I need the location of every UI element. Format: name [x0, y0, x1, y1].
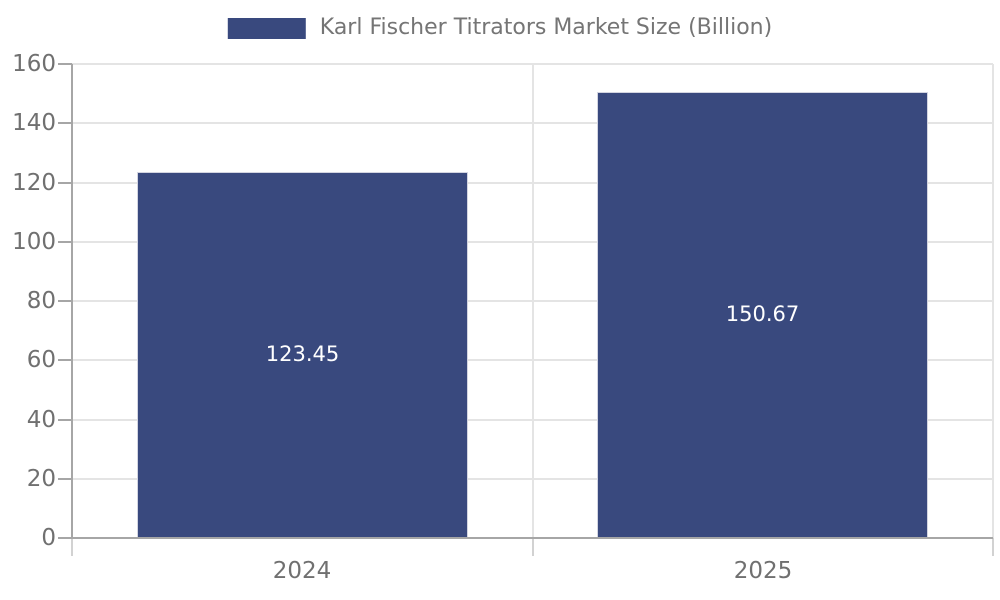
bar-value-label: 123.45	[265, 342, 340, 366]
legend-label: Karl Fischer Titrators Market Size (Bill…	[319, 15, 773, 40]
y-tick-mark	[58, 122, 72, 125]
y-tick-mark	[58, 240, 72, 243]
x-axis-line	[58, 537, 993, 539]
bar-2025	[597, 91, 928, 538]
gridline-v	[992, 64, 994, 538]
bar-2024	[137, 172, 468, 538]
y-tick-label: 80	[26, 288, 56, 314]
y-tick-mark	[58, 181, 72, 184]
y-tick-mark	[58, 477, 72, 480]
y-tick-label: 60	[26, 347, 56, 374]
y-tick-label: 0	[41, 525, 56, 551]
y-tick-label: 20	[26, 465, 56, 492]
y-axis-line	[71, 64, 73, 538]
x-tick-mark	[992, 538, 994, 556]
y-tick-label: 40	[26, 406, 56, 433]
y-tick-mark	[58, 300, 72, 302]
legend: Karl Fischer Titrators Market Size (Bill…	[227, 15, 773, 40]
legend-swatch	[227, 17, 306, 39]
y-tick-label: 100	[12, 228, 56, 255]
y-tick-mark	[58, 359, 72, 362]
x-tick-mark	[71, 538, 73, 556]
y-tick-mark	[58, 63, 72, 65]
y-tick-label: 140	[12, 110, 56, 137]
gridline-v	[531, 64, 534, 538]
y-tick-label: 120	[12, 169, 56, 196]
y-tick-label: 160	[12, 51, 56, 77]
bar-value-label: 150.67	[725, 302, 800, 326]
y-tick-mark	[58, 418, 72, 421]
x-tick-label: 2024	[272, 558, 332, 584]
x-tick-mark	[531, 538, 534, 556]
x-tick-label: 2025	[733, 558, 793, 584]
